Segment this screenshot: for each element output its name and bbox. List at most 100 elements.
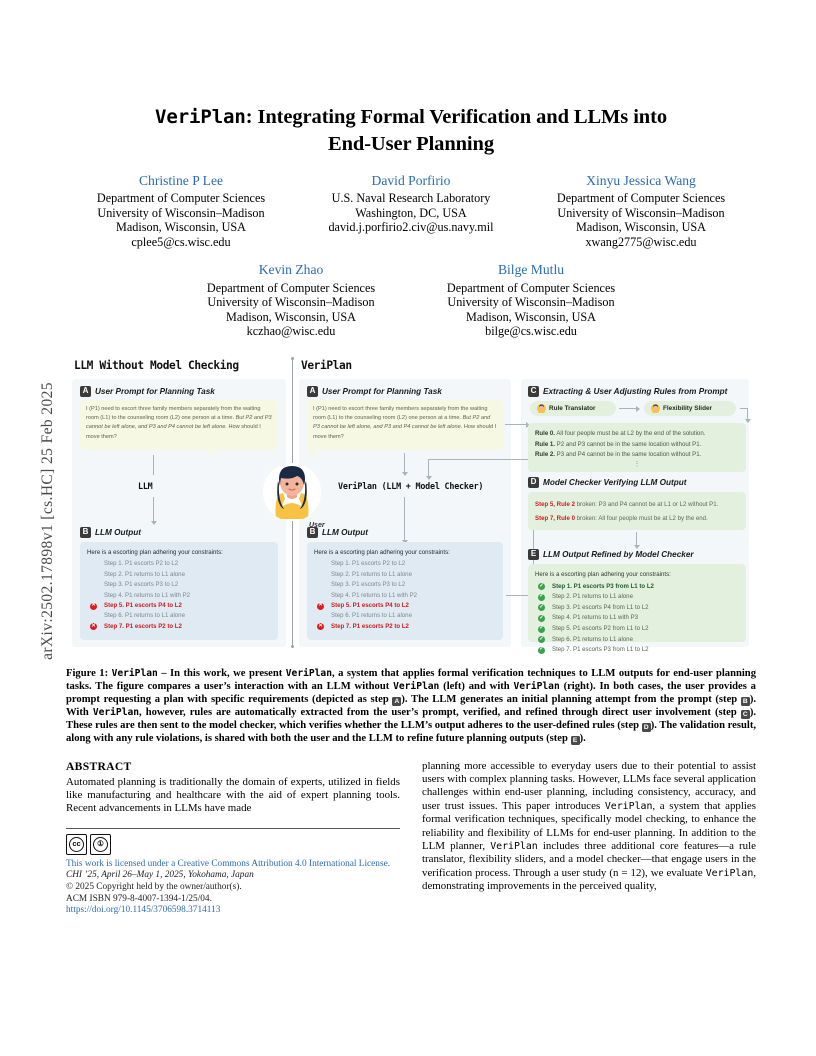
plan-step-row-violated: ✕ Step 5. P1 escorts P4 to L2 (90, 601, 182, 610)
figure-col-title-left: LLM Without Model Checking (74, 358, 239, 372)
abs-sys-1: VeriPlan (604, 800, 653, 812)
copyright-text: © 2025 Copyright held by the owner/autho… (66, 881, 242, 892)
step-badge-c: C (528, 385, 539, 397)
arrow-middle-top (404, 452, 406, 473)
step-label-d: Model Checker Verifying LLM Output (543, 477, 687, 487)
caption-sys-4: VeriPlan (513, 681, 560, 693)
abs-sys-2: VeriPlan (490, 840, 538, 852)
divider-dot-top (291, 356, 294, 360)
model-checker-box: Step 5, Rule 2 broken: P3 and P4 cannot … (528, 491, 746, 530)
refined-output-box: Here is a escorting plan adhering your c… (528, 563, 746, 654)
llm-output-box-left: Here is a escorting plan adhering your c… (80, 541, 278, 640)
step-badge-d: D (528, 476, 539, 488)
abstract-heading: ABSTRACT (66, 759, 132, 773)
creative-commons-badge: cc ① (66, 833, 400, 855)
refined-output-header: Here is a escorting plan adhering your c… (535, 570, 671, 578)
caption-seg-10: ). The validation result, along with any… (66, 720, 756, 745)
rule-line: Rule 1. P2 and P3 cannot be in the same … (535, 440, 702, 448)
prompt-ital1: But P2 and P3 cannot be left alone, and (313, 415, 491, 431)
cc-icon: cc (66, 833, 87, 855)
violation-x-icon: ✕ (317, 602, 324, 610)
divider-dot-bottom (291, 644, 294, 648)
prompt-ital2: P3 and P4 cannot be left alone. (148, 424, 227, 431)
prompt-line1: I (P1) need to escort three family membe… (313, 405, 460, 412)
author-affil: Department of Computer Sciences (96, 191, 266, 206)
figure-caption: Figure 1: VeriPlan – In this work, we pr… (66, 667, 756, 746)
step-c-header: C Extracting & User Adjusting Rules from… (528, 385, 728, 397)
rule-translator-label: Rule Translator (549, 404, 596, 412)
plan-step-row: Step 4. P1 returns to L1 with P2 (104, 591, 191, 599)
step-badge-b: B (80, 526, 91, 538)
prompt-ital1: But P2 and P3 cannot be left alone, and (86, 415, 272, 431)
author-affil: University of Wisconsin–Madison (207, 295, 375, 310)
arrow-middle-bottom (404, 496, 406, 541)
caption-seg-7: ). With (66, 694, 756, 719)
check-icon: ✓ (538, 625, 545, 633)
refined-step-row: ✓ Step 2. P1 returns to L1 alone (538, 593, 633, 601)
prompt-ital2: P3 and P4 cannot be left alone. (384, 424, 463, 431)
page-title: VeriPlan: Integrating Formal Verificatio… (66, 104, 756, 158)
refined-step-row: ✓ Step 1. P1 escorts P3 from L1 to L2 (538, 582, 654, 591)
title-system-name: VeriPlan (155, 106, 246, 128)
abs-seg-3: includes three additional core features—… (422, 839, 756, 879)
check-icon: ✓ (538, 593, 545, 601)
caption-seg-6: ). The LLM generates an initial planning… (401, 694, 741, 706)
step-badge-e: E (528, 548, 539, 560)
author-name: Xinyu Jessica Wang (586, 173, 696, 188)
abs-sys-3: VeriPlan (705, 867, 754, 879)
abstract-section: ABSTRACT Automated planning is tradition… (66, 760, 756, 917)
figure-col-title-right: VeriPlan (301, 358, 352, 372)
violation-line: Step 5, Rule 2 broken: P3 and P4 cannot … (535, 500, 719, 508)
author-block-4: Bilge Mutlu Department of Computer Scien… (411, 263, 651, 338)
plan-step-row: Step 3. P1 escorts P3 to L2 (331, 581, 406, 589)
user-avatar (263, 462, 321, 521)
author-name: David Porfirio (371, 173, 451, 188)
arrow-prompt-to-translator (505, 423, 527, 426)
llm-output-header: Here is a escorting plan adhering your c… (314, 548, 450, 556)
plan-step-row: Step 2. P1 returns to L1 alone (331, 570, 412, 578)
plan-step-row-violated: ✕ Step 5. P1 escorts P4 to L2 (317, 601, 409, 610)
flexibility-slider-pill[interactable]: Flexibility Slider (644, 400, 736, 416)
author-name: Christine P Lee (138, 173, 224, 188)
doi-link[interactable]: https://doi.org/10.1145/3706598.3714113 (66, 905, 221, 916)
arrowhead-checker-to-refined (634, 544, 640, 549)
llm-output-header: Here is a escorting plan adhering your c… (87, 548, 223, 556)
caption-seg-3: , a system that applies formal verificat… (66, 667, 756, 693)
author-block-1: David Porfirio U.S. Naval Research Labor… (296, 173, 526, 249)
violation-x-icon: ✕ (90, 602, 97, 610)
step-label-c: Extracting & User Adjusting Rules from P… (543, 386, 728, 396)
caption-sys-1: VeriPlan (111, 667, 158, 679)
caption-badge-b: B (740, 697, 750, 707)
plan-step-row: Step 6. P1 returns to L1 alone (104, 612, 185, 620)
arrow-output-to-checker-h (506, 594, 534, 597)
prompt-line2: the waiting room (L1) to the counseling … (86, 405, 261, 422)
plan-step-row: Step 2. P1 returns to L1 alone (104, 570, 185, 578)
author-block-0: Christine P Lee Department of Computer S… (66, 173, 296, 249)
violation-x-icon: ✕ (317, 623, 324, 631)
step-badge-a: A (307, 385, 318, 397)
license-text[interactable]: This work is licensed under a Creative C… (66, 858, 391, 869)
arrowhead-rules-loopback (426, 475, 432, 480)
step-d-header: D Model Checker Verifying LLM Output (528, 476, 687, 488)
arrowhead-left-down (151, 520, 157, 525)
author-affil: University of Wisconsin–Madison (557, 205, 725, 220)
plan-step-row-violated: ✕ Step 7. P1 escorts P2 to L2 (90, 622, 182, 631)
abstract-right-column: planning more accessible to everyday use… (422, 760, 756, 917)
author-affil: Department of Computer Sciences (446, 280, 616, 295)
prompt-line4: How should I move them? (86, 424, 261, 440)
author-email: xwang2775@wisc.edu (585, 234, 697, 249)
rule-translator-pill[interactable]: Rule Translator (530, 400, 616, 416)
author-affil: University of Wisconsin–Madison (97, 205, 265, 220)
refined-step-row: ✓ Step 4. P1 returns to L1 with P3 (538, 614, 639, 622)
page-content: VeriPlan: Integrating Formal Verificatio… (66, 0, 756, 1056)
author-block-3: Kevin Zhao Department of Computer Scienc… (171, 263, 411, 338)
extracted-rules-box: Rule 0. All four people must be at L2 by… (528, 422, 746, 472)
author-email: cplee5@cs.wisc.edu (131, 234, 231, 249)
violation-line: Step 7, Rule 0 broken: All four people m… (535, 514, 708, 522)
arrow-checker-to-refined (636, 531, 638, 546)
arrow-rules-loopback-h (428, 458, 546, 461)
prompt-line3: person at a time. (419, 415, 463, 422)
author-email: david.j.porfirio2.civ@us.navy.mil (328, 220, 494, 235)
caption-sys-2: VeriPlan (285, 667, 332, 679)
caption-badge-e: E (570, 736, 580, 746)
